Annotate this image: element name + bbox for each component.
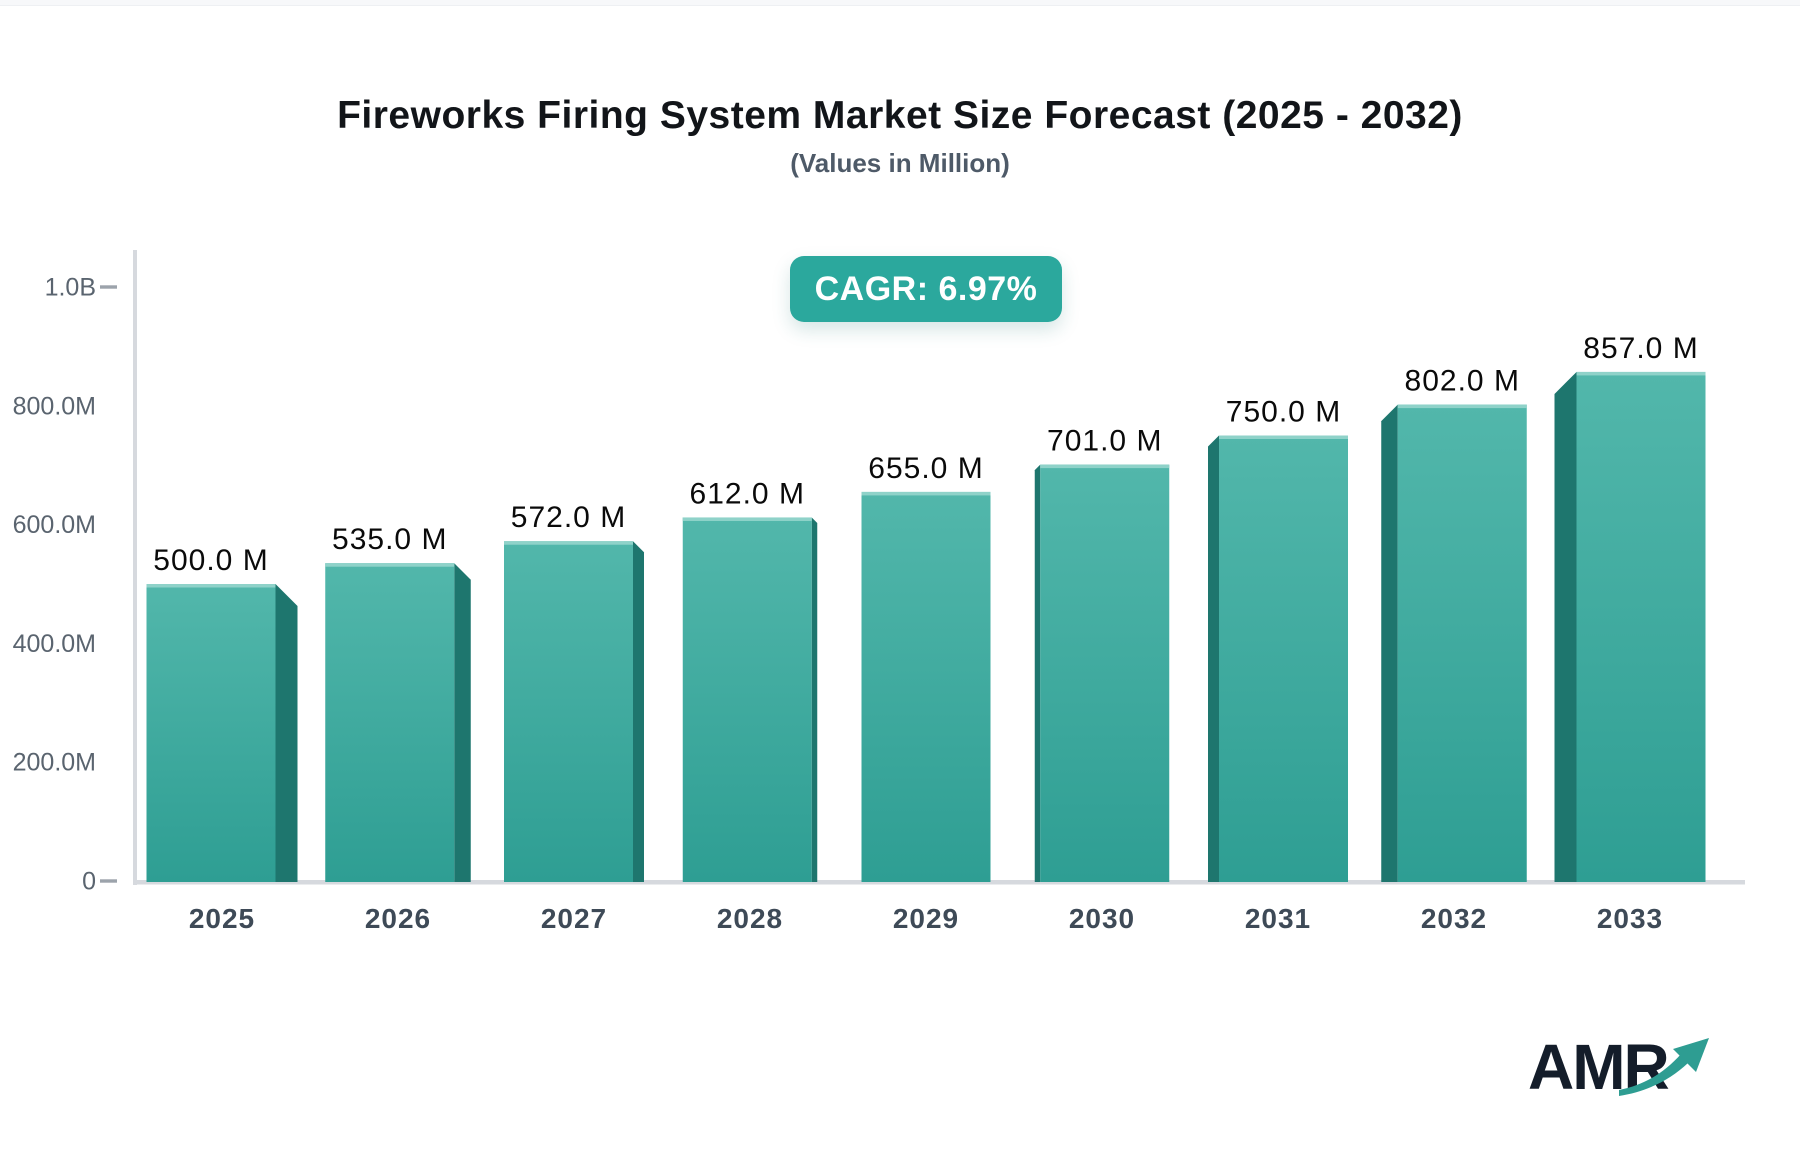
x-tick-label-2025: 2025 <box>189 903 255 934</box>
bar-side-2033 <box>1554 371 1577 882</box>
x-tick-label-2029: 2029 <box>893 903 959 934</box>
y-tick-label-600.0M: 600.0M <box>13 511 96 539</box>
bar-2029 <box>861 491 991 882</box>
y-axis-tick <box>100 879 117 883</box>
bar-group-2030: 701.0 M 2030 <box>1034 425 1170 934</box>
bar-side-2028 <box>811 517 818 882</box>
bar-side-2032 <box>1381 404 1398 882</box>
bar-side-2026 <box>454 563 471 882</box>
bar-2032 <box>1397 404 1527 882</box>
y-tick-label-200.0M: 200.0M <box>13 749 96 777</box>
bar-side-2030 <box>1034 464 1041 882</box>
cagr-badge: CAGR: 6.97% <box>790 256 1062 322</box>
bar-top-edge-2027 <box>504 541 633 545</box>
bar-side-2027 <box>633 541 644 882</box>
bar-top-edge-2026 <box>325 563 455 567</box>
bar-top-edge-2033 <box>1576 371 1706 376</box>
x-tick-label-2027: 2027 <box>541 903 607 934</box>
bar-group-2031: 750.0 M 2031 <box>1208 396 1348 934</box>
bar-value-label-2026: 535.0 M <box>332 523 447 556</box>
amr-logo-text: AMR <box>1528 1031 1670 1103</box>
bar-value-label-2029: 655.0 M <box>868 452 983 485</box>
x-tick-label-2028: 2028 <box>717 903 783 934</box>
x-tick-label-2032: 2032 <box>1421 903 1487 934</box>
bar-2025 <box>146 584 276 882</box>
bar-top-edge-2032 <box>1397 404 1527 409</box>
x-axis-line <box>133 880 1745 885</box>
y-tick-label-400.0M: 400.0M <box>13 630 96 658</box>
bar-group-2029: 655.0 M 2029 <box>861 452 991 934</box>
bar-top-edge-2031 <box>1219 435 1348 439</box>
y-tick-label-1.0B: 1.0B <box>45 274 96 302</box>
bar-value-label-2028: 612.0 M <box>690 477 805 510</box>
page-top-strip <box>0 0 1800 6</box>
y-axis-line <box>133 250 137 885</box>
x-tick-label-2031: 2031 <box>1245 903 1311 934</box>
bar-2031 <box>1219 435 1348 882</box>
bar-2027 <box>504 541 633 882</box>
x-tick-label-2026: 2026 <box>365 903 431 934</box>
bar-group-2027: 572.0 M 2027 <box>504 501 644 934</box>
page-subtitle: (Values in Million) <box>790 148 1010 178</box>
bar-side-2031 <box>1208 435 1219 882</box>
bar-value-label-2031: 750.0 M <box>1226 396 1341 429</box>
bar-value-label-2027: 572.0 M <box>511 501 626 534</box>
bar-value-label-2030: 701.0 M <box>1047 425 1162 458</box>
bar-group-2032: 802.0 M 2032 <box>1381 365 1527 934</box>
bar-side-2025 <box>275 584 298 882</box>
bar-2026 <box>325 563 455 882</box>
bar-value-label-2032: 802.0 M <box>1405 365 1520 398</box>
growth-arrow-icon <box>1619 1038 1709 1096</box>
x-tick-label-2033: 2033 <box>1597 903 1663 934</box>
amr-logo: AMR <box>1528 1030 1728 1110</box>
y-tick-label-800.0M: 800.0M <box>13 392 96 420</box>
page-title: Fireworks Firing System Market Size Fore… <box>337 94 1463 137</box>
bar-2030 <box>1040 464 1170 882</box>
y-tick-label-0: 0 <box>82 868 96 896</box>
bar-value-label-2025: 500.0 M <box>153 544 268 577</box>
bar-2028 <box>682 517 812 882</box>
bar-2033 <box>1576 371 1706 882</box>
bar-group-2026: 535.0 M 2026 <box>325 523 471 934</box>
bar-top-edge-2029 <box>861 491 991 496</box>
bar-group-2028: 612.0 M 2028 <box>682 477 818 934</box>
bar-top-edge-2028 <box>682 517 812 521</box>
bar-value-label-2033: 857.0 M <box>1583 332 1698 365</box>
y-axis-tick <box>100 285 117 289</box>
bar-top-edge-2030 <box>1040 464 1170 469</box>
bar-group-2033: 857.0 M 2033 <box>1554 332 1706 934</box>
bar-top-edge-2025 <box>146 584 276 588</box>
bar-group-2025: 500.0 M 2025 <box>146 544 298 934</box>
x-tick-label-2030: 2030 <box>1069 903 1135 934</box>
